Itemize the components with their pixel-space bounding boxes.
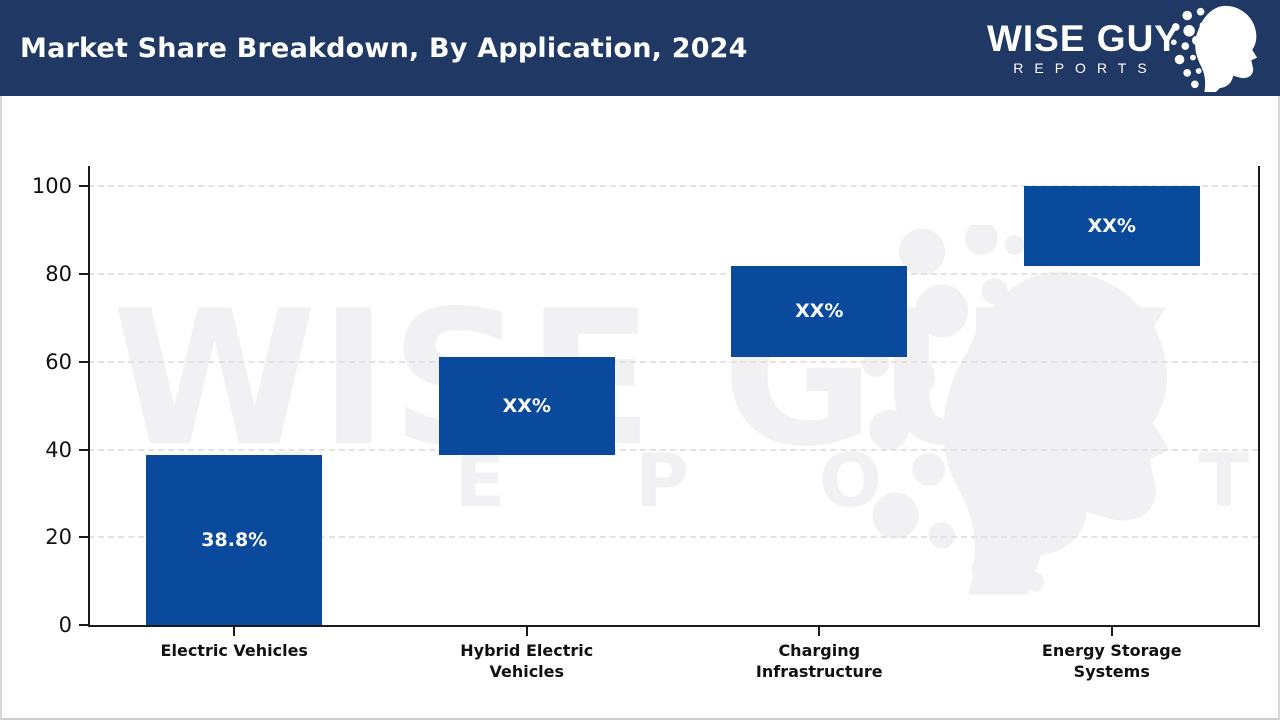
- page-title: Market Share Breakdown, By Application, …: [20, 32, 748, 64]
- wise-guy-logo: WISE GUY REPORTS: [987, 4, 1262, 92]
- bar-segment: XX%: [731, 266, 908, 357]
- y-gridline: [88, 360, 1258, 363]
- y-gridline: [88, 273, 1258, 276]
- y-tick-label: 40: [45, 437, 72, 462]
- x-tick-mark: [233, 627, 236, 636]
- x-category-line: Systems: [1073, 661, 1150, 681]
- x-category-label: Energy Storage Systems: [1042, 641, 1182, 683]
- x-category-line: Vehicles: [489, 661, 565, 681]
- bar-segment: XX%: [438, 356, 615, 455]
- y-tick-mark: [79, 185, 88, 188]
- x-tick-mark: [818, 627, 821, 636]
- y-tick-mark: [79, 624, 88, 626]
- x-category-line: Charging: [778, 641, 861, 660]
- x-category-line: Energy Storage: [1041, 641, 1182, 660]
- y-tick-mark: [79, 273, 88, 276]
- bar-segment: XX%: [1023, 186, 1200, 267]
- x-category-label: Hybrid Electric Vehicles: [460, 641, 593, 683]
- bar-segment: 38.8%: [146, 454, 323, 625]
- x-category-label: Charging Infrastructure: [756, 641, 883, 683]
- logo-text: WISE GUY REPORTS: [986, 17, 1180, 77]
- x-category-line: Electric Vehicles: [160, 641, 308, 660]
- y-axis-line: [88, 166, 90, 627]
- y-gridline: [88, 185, 1258, 188]
- y-gridline: [88, 536, 1258, 539]
- x-tick-mark: [1110, 627, 1113, 636]
- x-category-line: Hybrid Electric: [460, 641, 594, 660]
- bar-value-label: XX%: [1087, 215, 1136, 238]
- bar-value-label: 38.8%: [201, 528, 268, 551]
- y-gridline: [88, 448, 1258, 451]
- bar-value-label: XX%: [502, 394, 551, 417]
- y-tick-label: 20: [45, 525, 72, 550]
- y-tick-mark: [79, 536, 88, 539]
- y-tick-label: 80: [45, 262, 72, 287]
- y-tick-label: 0: [58, 613, 72, 637]
- bar-value-label: XX%: [795, 300, 844, 323]
- x-category-label: Electric Vehicles: [161, 641, 308, 662]
- watermark-head-icon: [862, 225, 1170, 595]
- y-tick-label: 100: [31, 174, 72, 199]
- x-axis-line: [88, 625, 1260, 627]
- y-tick-mark: [79, 360, 88, 363]
- y-tick-label: 60: [45, 349, 72, 374]
- header-bar: Market Share Breakdown, By Application, …: [0, 0, 1280, 96]
- y-tick-mark: [79, 448, 88, 451]
- logo-subtitle: REPORTS: [1013, 60, 1158, 77]
- x-category-line: Infrastructure: [755, 661, 883, 681]
- right-axis-line: [1258, 166, 1260, 627]
- logo-wordmark: WISE GUY: [986, 17, 1180, 59]
- logo-head-icon: [1170, 5, 1258, 92]
- x-tick-mark: [525, 627, 528, 636]
